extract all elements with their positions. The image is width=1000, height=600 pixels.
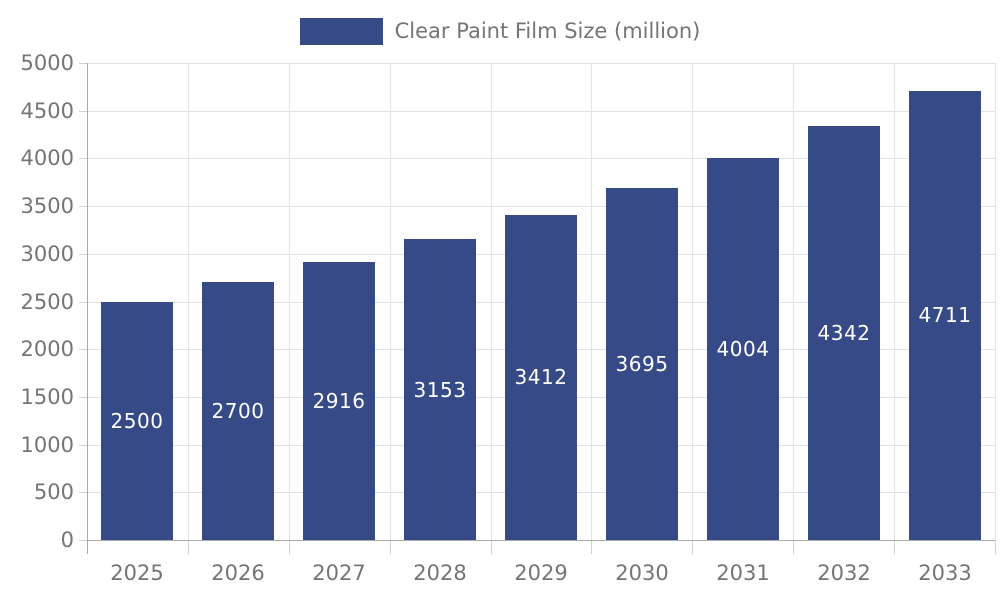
x-axis-tick bbox=[188, 540, 189, 554]
y-tick-label: 500 bbox=[33, 480, 74, 504]
gridline-horizontal bbox=[87, 111, 995, 112]
bar-value-label: 4711 bbox=[918, 303, 972, 328]
y-tick-label: 2500 bbox=[20, 290, 74, 314]
x-axis-tick bbox=[692, 540, 693, 554]
gridline-vertical bbox=[894, 63, 895, 540]
x-axis-line bbox=[87, 540, 995, 541]
x-tick-label: 2033 bbox=[918, 561, 972, 585]
x-tick-label: 2032 bbox=[817, 561, 871, 585]
gridline-vertical bbox=[289, 63, 290, 540]
legend-item[interactable]: Clear Paint Film Size (million) bbox=[0, 17, 1000, 45]
bar-value-label: 4342 bbox=[817, 320, 871, 345]
gridline-vertical bbox=[692, 63, 693, 540]
bar-value-label: 2916 bbox=[312, 388, 366, 413]
bar-value-label: 2700 bbox=[211, 399, 265, 424]
y-axis-tick bbox=[79, 445, 87, 446]
x-axis-tick bbox=[390, 540, 391, 554]
x-axis-tick bbox=[591, 540, 592, 554]
bar[interactable]: 2916 bbox=[303, 261, 375, 540]
bar-value-label: 3412 bbox=[514, 365, 568, 390]
x-tick-label: 2026 bbox=[211, 561, 265, 585]
x-axis-tick bbox=[995, 540, 996, 554]
gridline-horizontal bbox=[87, 206, 995, 207]
bar[interactable]: 2500 bbox=[101, 301, 173, 540]
bar-value-label: 2500 bbox=[110, 408, 164, 433]
y-tick-label: 3500 bbox=[20, 194, 74, 218]
y-axis-tick bbox=[79, 540, 87, 541]
legend-label: Clear Paint Film Size (million) bbox=[394, 18, 701, 43]
y-axis-tick bbox=[79, 158, 87, 159]
y-tick-label: 4000 bbox=[20, 146, 74, 170]
y-tick-label: 2000 bbox=[20, 337, 74, 361]
bar[interactable]: 3153 bbox=[404, 239, 476, 540]
x-tick-label: 2027 bbox=[312, 561, 366, 585]
y-tick-label: 1500 bbox=[20, 385, 74, 409]
y-tick-label: 0 bbox=[60, 528, 74, 552]
bar[interactable]: 4342 bbox=[808, 125, 880, 540]
y-tick-label: 1000 bbox=[20, 433, 74, 457]
gridline-horizontal bbox=[87, 63, 995, 64]
y-axis-line bbox=[87, 63, 88, 554]
gridline-vertical bbox=[390, 63, 391, 540]
y-axis-tick bbox=[79, 206, 87, 207]
gridline-vertical bbox=[591, 63, 592, 540]
x-axis-tick bbox=[894, 540, 895, 554]
bar-value-label: 4004 bbox=[716, 337, 770, 361]
legend-swatch bbox=[299, 17, 383, 45]
x-tick-label: 2028 bbox=[413, 561, 467, 585]
bar[interactable]: 3695 bbox=[606, 187, 678, 540]
gridline-vertical bbox=[491, 63, 492, 540]
y-axis-tick bbox=[79, 63, 87, 64]
x-tick-label: 2025 bbox=[110, 561, 164, 585]
bar-value-label: 3153 bbox=[413, 377, 467, 402]
y-axis-tick bbox=[79, 254, 87, 255]
gridline-vertical bbox=[995, 63, 996, 540]
y-axis-tick bbox=[79, 302, 87, 303]
x-tick-label: 2030 bbox=[615, 561, 669, 585]
x-tick-label: 2031 bbox=[716, 561, 770, 585]
bar[interactable]: 4004 bbox=[707, 158, 779, 540]
x-axis-tick bbox=[793, 540, 794, 554]
y-axis-tick bbox=[79, 492, 87, 493]
bar[interactable]: 2700 bbox=[202, 282, 274, 540]
bar[interactable]: 4711 bbox=[909, 90, 981, 540]
bar-value-label: 3695 bbox=[615, 351, 669, 376]
y-tick-label: 5000 bbox=[20, 51, 74, 75]
y-tick-label: 3000 bbox=[20, 242, 74, 266]
gridline-vertical bbox=[188, 63, 189, 540]
gridline-horizontal bbox=[87, 158, 995, 159]
x-axis-tick bbox=[491, 540, 492, 554]
bar[interactable]: 3412 bbox=[505, 214, 577, 540]
y-tick-label: 4500 bbox=[20, 99, 74, 123]
y-axis-tick bbox=[79, 349, 87, 350]
x-axis-tick bbox=[289, 540, 290, 554]
y-axis-tick bbox=[79, 111, 87, 112]
y-axis-tick bbox=[79, 397, 87, 398]
gridline-vertical bbox=[793, 63, 794, 540]
x-tick-label: 2029 bbox=[514, 561, 568, 585]
